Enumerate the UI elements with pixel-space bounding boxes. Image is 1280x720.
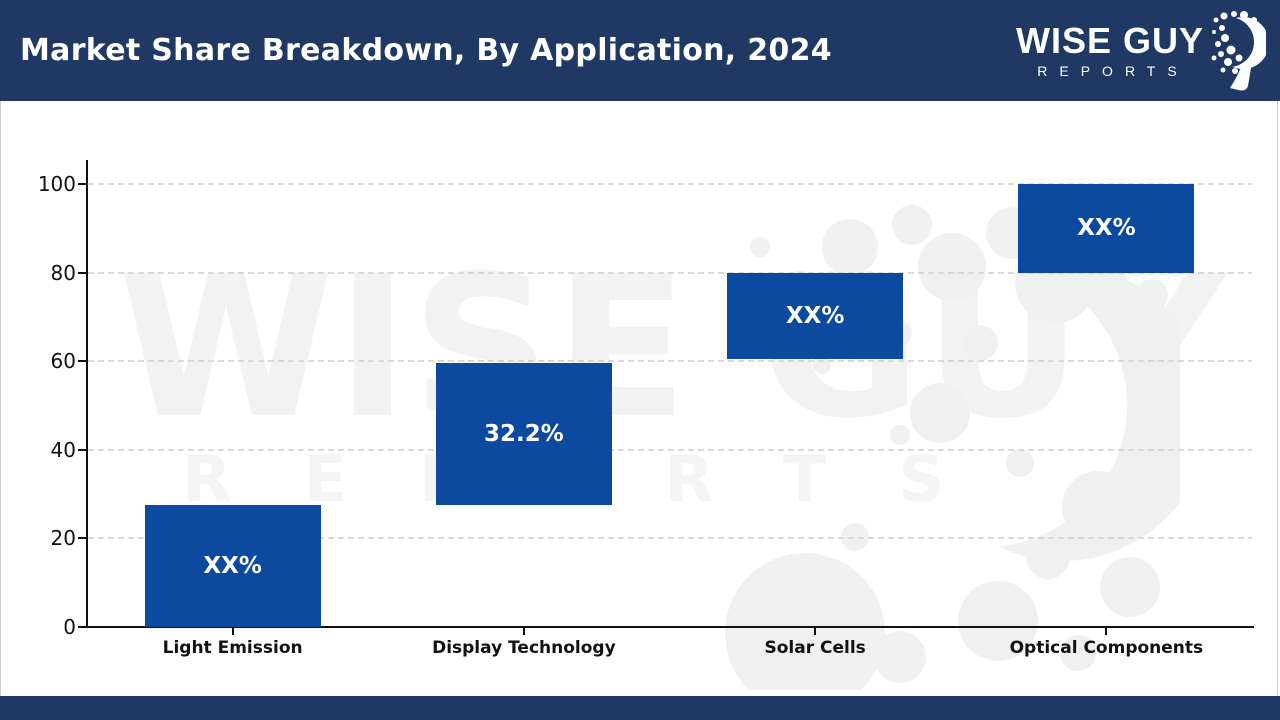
gridline	[88, 271, 1252, 274]
y-tick-mark	[78, 626, 87, 628]
bar-value-label: XX%	[203, 553, 262, 580]
gridline	[88, 537, 1252, 540]
y-axis	[86, 160, 88, 628]
y-tick-mark	[78, 360, 87, 363]
bar: XX%	[1018, 184, 1195, 273]
bar: XX%	[727, 272, 904, 359]
logo-text: WISE GUY REPORTS	[1015, 19, 1204, 79]
x-axis	[86, 626, 1254, 628]
y-tick-mark	[78, 183, 87, 185]
header-band: Market Share Breakdown, By Application, …	[0, 0, 1280, 101]
logo-wordmark: WISE GUY	[1015, 19, 1204, 61]
y-tick-mark	[78, 537, 87, 540]
y-tick-mark	[78, 448, 87, 451]
gridline	[88, 360, 1252, 363]
x-tick-mark	[231, 628, 234, 635]
brand-logo: WISE GUY REPORTS	[1016, 10, 1266, 92]
x-category-label: Display Technology	[432, 638, 616, 658]
bar-value-label: XX%	[1077, 215, 1136, 242]
bar-value-label: XX%	[785, 302, 845, 329]
bar: 32.2%	[435, 362, 612, 506]
x-tick-mark	[814, 628, 817, 635]
logo-subtext: REPORTS	[1037, 62, 1189, 79]
gridline	[88, 183, 1252, 185]
x-category-label: Optical Components	[1009, 638, 1204, 658]
chart-title: Market Share Breakdown, By Application, …	[20, 33, 832, 68]
x-category-label: Solar Cells	[764, 638, 866, 658]
y-tick-label: 80	[50, 260, 76, 285]
x-category-label: Light Emission	[162, 638, 303, 658]
y-tick-label: 0	[63, 615, 76, 639]
bar: XX%	[144, 505, 321, 627]
logo-head-icon	[1211, 10, 1266, 90]
y-tick-label: 20	[50, 526, 76, 551]
y-tick-label: 100	[37, 172, 76, 196]
y-tick-label: 40	[50, 437, 76, 462]
y-tick-label: 60	[50, 349, 76, 374]
x-tick-mark	[1105, 628, 1108, 635]
gridline	[88, 448, 1252, 451]
x-tick-mark	[522, 628, 525, 635]
y-tick-mark	[78, 271, 87, 274]
bar-value-label: 32.2%	[483, 420, 564, 447]
footer-band	[0, 696, 1280, 720]
